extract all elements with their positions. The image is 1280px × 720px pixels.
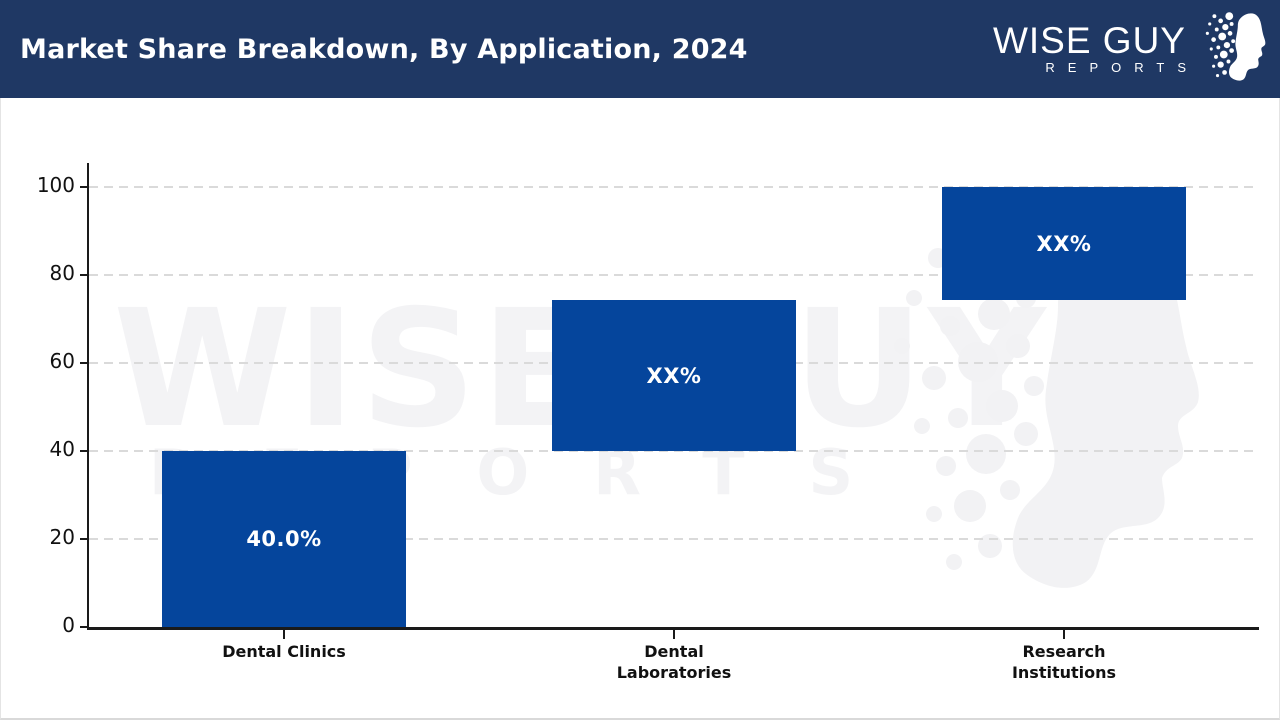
gridline-y-100 [89,186,1259,188]
x-axis-line [87,627,1259,630]
page-title: Market Share Breakdown, By Application, … [20,33,748,65]
xtick-mark-research-institutions [1063,630,1065,639]
bar-dental-laboratories: XX% [552,300,796,451]
logo-text: WISE GUY REPORTS [993,22,1186,76]
gridline-y-40 [89,450,1259,452]
xtick-mark-dental-clinics [283,630,285,639]
ytick-mark-80 [80,274,89,276]
ytick-mark-60 [80,362,89,364]
bar-research-institutions: XX% [942,187,1186,300]
logo-subtitle: REPORTS [1045,60,1199,75]
ytick-label-0: 0 [62,613,75,637]
header-bar: Market Share Breakdown, By Application, … [0,0,1280,98]
bar-value-label-dental-clinics: 40.0% [246,527,322,551]
bar-value-label-dental-laboratories: XX% [646,363,702,388]
logo-wordmark: WISE GUY [992,20,1186,61]
ytick-mark-40 [80,450,89,452]
ytick-mark-20 [80,538,89,540]
bar-dental-clinics: 40.0% [162,451,406,627]
y-axis-line [87,163,89,630]
xtick-mark-dental-laboratories [673,630,675,639]
ytick-label-20: 20 [49,525,75,549]
xtick-label-dental-laboratories: Dental Laboratories [616,642,732,682]
ytick-label-80: 80 [49,261,75,285]
gridline-y-80 [89,274,1259,276]
wise-guy-reports-logo: WISE GUY REPORTS [993,6,1266,92]
gridline-y-20 [89,538,1259,540]
ytick-label-40: 40 [49,437,75,461]
xtick-label-dental-clinics: Dental Clinics [222,642,346,661]
dotted-head-icon [1205,12,1266,81]
bar-value-label-research-institutions: XX% [1036,231,1092,256]
chart-area: WISE GUY REPORTS 0 20 40 60 80 100 40.0% Dental… [0,98,1280,720]
ytick-mark-0 [80,626,89,628]
xtick-label-research-institutions: Research Institutions [1011,642,1117,682]
ytick-label-100: 100 [36,173,75,197]
ytick-label-60: 60 [49,349,75,373]
ytick-mark-100 [80,186,89,188]
